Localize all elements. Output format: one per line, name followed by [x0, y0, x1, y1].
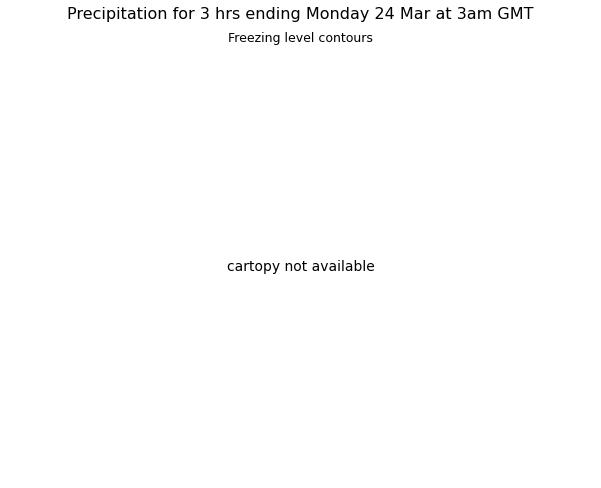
Text: Freezing level contours: Freezing level contours: [228, 32, 373, 44]
Text: Precipitation for 3 hrs ending Monday 24 Mar at 3am GMT: Precipitation for 3 hrs ending Monday 24…: [67, 7, 534, 22]
Text: cartopy not available: cartopy not available: [227, 260, 374, 274]
